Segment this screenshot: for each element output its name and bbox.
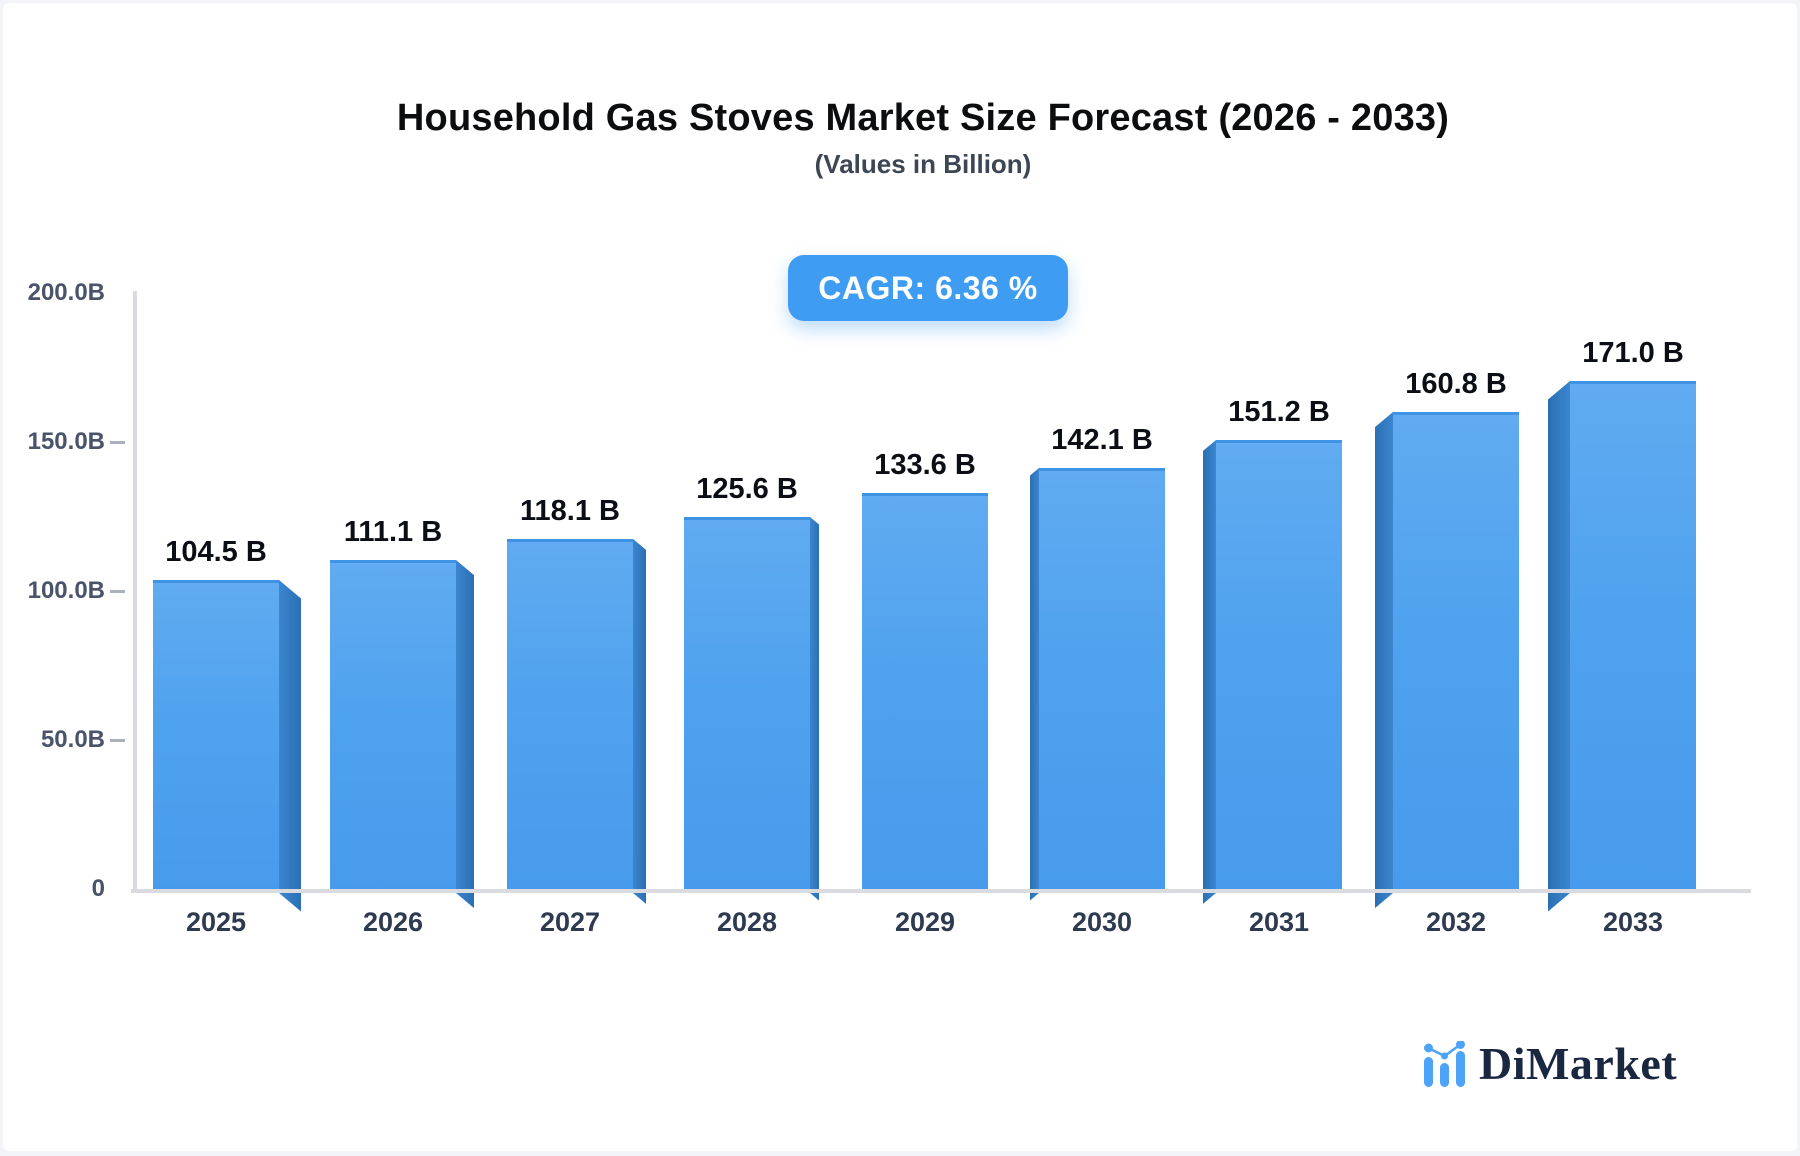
y-axis-label: 150.0B: [27, 428, 105, 455]
bar-value-label: 160.8 B: [1405, 368, 1507, 400]
bar-side-2028: [810, 517, 819, 901]
bar-side-2030: [1030, 468, 1039, 901]
x-axis-label-2031: 2031: [1248, 907, 1310, 937]
bar-side-2033: [1548, 381, 1570, 912]
bar-value-label: 171.0 B: [1582, 337, 1684, 369]
y-axis-label: 50.0B: [40, 726, 105, 753]
bar-value-label: 118.1 B: [520, 495, 620, 527]
bar-value-label: 111.1 B: [343, 516, 443, 548]
bar-value-label: 125.6 B: [696, 473, 798, 505]
bar-2027: [507, 539, 633, 893]
cagr-badge: CAGR: 6.36 %: [788, 255, 1068, 321]
y-axis-line: [133, 291, 137, 893]
brand-name: DiMarket: [1479, 1038, 1678, 1089]
bar-value-label: 104.5 B: [165, 536, 267, 568]
y-axis-label: 0: [91, 875, 105, 902]
bar-2025: [153, 580, 279, 893]
bar-value-label: 133.6 B: [874, 449, 976, 481]
cagr-badge-label: CAGR: 6.36 %: [818, 269, 1038, 306]
bar-2026: [330, 560, 456, 893]
bar-2028: [684, 517, 810, 893]
bar-2033: [1570, 381, 1696, 893]
bar-side-2032: [1375, 412, 1393, 909]
bar-2030: [1039, 468, 1165, 893]
bar-chart-logo-icon: [1424, 1041, 1465, 1087]
y-axis-tick: [110, 590, 125, 593]
chart-title: Household Gas Stoves Market Size Forecas…: [396, 97, 1450, 139]
x-axis-label-2028: 2028: [716, 907, 778, 937]
x-axis-label-2030: 2030: [1071, 907, 1133, 937]
chart-subtitle: (Values in Billion): [814, 149, 1032, 179]
bar-2031: [1216, 440, 1342, 893]
chart-card: Household Gas Stoves Market Size Forecas…: [3, 3, 1797, 1151]
y-axis-label: 100.0B: [27, 577, 105, 604]
bar-side-2025: [279, 580, 301, 912]
bar-side-2031: [1203, 440, 1216, 904]
y-axis-tick: [110, 441, 125, 444]
x-axis-line: [131, 889, 1751, 893]
bar-value-label: 151.2 B: [1228, 396, 1330, 428]
brand-logo: DiMarket: [1423, 1041, 1677, 1089]
x-axis-label-2026: 2026: [362, 907, 424, 937]
x-axis-label-2027: 2027: [539, 907, 601, 937]
bar-value-label: 142.1 B: [1051, 424, 1153, 456]
bar-2029: [862, 493, 988, 893]
bar-side-2026: [456, 560, 474, 909]
bar-side-2027: [633, 539, 646, 904]
x-axis-label-2032: 2032: [1425, 907, 1487, 937]
x-axis-label-2033: 2033: [1602, 907, 1664, 937]
x-axis-label-2029: 2029: [894, 907, 956, 937]
y-axis-label: 200.0B: [27, 279, 105, 306]
bar-2032: [1393, 412, 1519, 893]
y-axis-tick: [110, 739, 125, 742]
x-axis-label-2025: 2025: [185, 907, 247, 937]
